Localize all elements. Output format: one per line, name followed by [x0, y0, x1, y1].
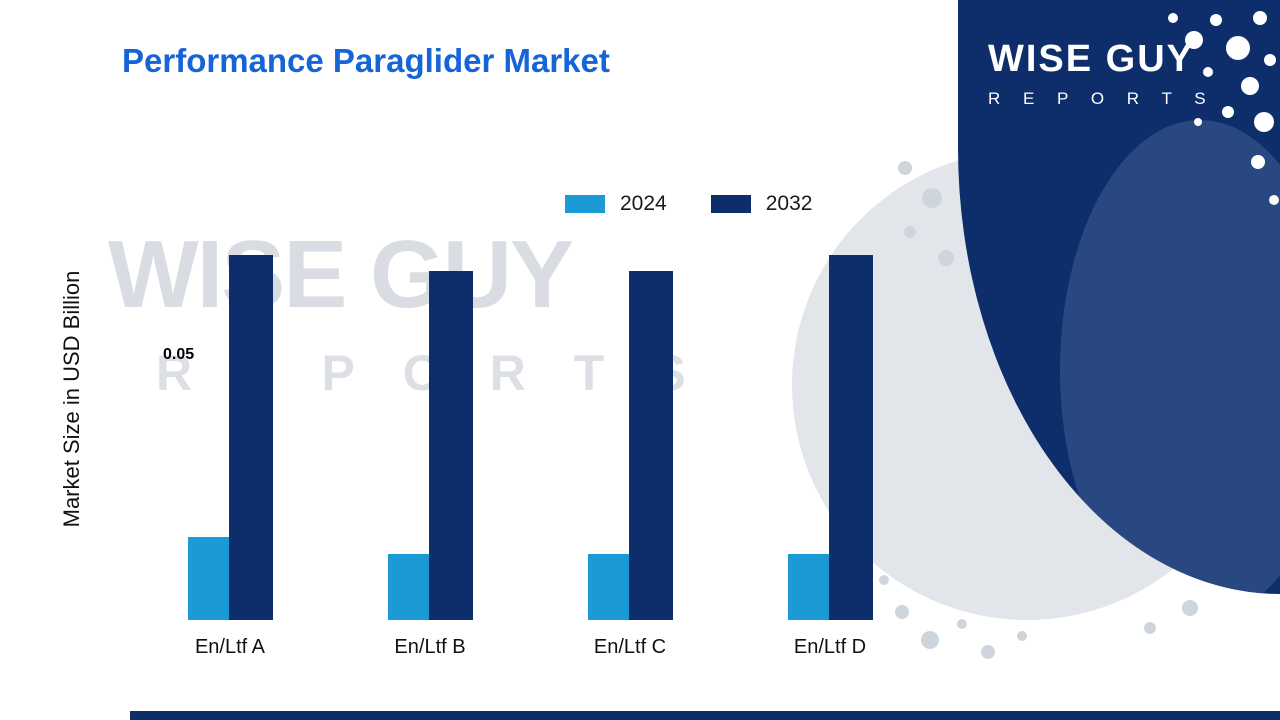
bar-group-en-ltf-d: En/Ltf D	[787, 255, 873, 658]
bar-2032-en-ltf-b	[428, 271, 473, 620]
legend-swatch-2032	[710, 195, 751, 213]
bar-group-en-ltf-a: En/Ltf A	[187, 255, 273, 658]
bar-chart: En/Ltf A En/Ltf B En/Ltf C En/Ltf D	[130, 240, 930, 658]
legend-label-2024: 2024	[620, 192, 667, 215]
page-title: Performance Paraglider Market	[122, 42, 610, 79]
value-label: 0.05	[163, 346, 195, 363]
category-label-en-ltf-a: En/Ltf A	[194, 636, 266, 658]
category-label-en-ltf-b: En/Ltf B	[394, 636, 466, 658]
category-label-en-ltf-d: En/Ltf D	[793, 636, 867, 658]
bar-group-en-ltf-c: En/Ltf C	[587, 271, 673, 658]
category-label-en-ltf-c: En/Ltf C	[593, 636, 667, 658]
bar-group-en-ltf-b: En/Ltf B	[387, 271, 473, 658]
head-silhouette	[1060, 120, 1280, 594]
watermark-wordmark: WISE GUY	[108, 221, 574, 328]
bottom-accent-bar	[130, 711, 1280, 720]
bar-2032-en-ltf-c	[628, 271, 673, 620]
brand-logo: WISE GUY R E P O R T S	[988, 38, 1215, 109]
brand-tagline: R E P O R T S	[988, 89, 1215, 108]
bar-2032-en-ltf-a	[228, 255, 273, 620]
y-axis-label: Market Size in USD Billion	[59, 270, 84, 528]
bar-2032-en-ltf-d	[828, 255, 873, 620]
chart-legend: 2024 2032	[565, 192, 812, 216]
legend-label-2032: 2032	[765, 192, 813, 215]
bar-2024-en-ltf-a	[187, 537, 229, 620]
legend-swatch-2024	[565, 195, 605, 213]
dots-pattern-icon	[1168, 11, 1279, 205]
bar-2024-en-ltf-b	[387, 554, 429, 620]
bar-2024-en-ltf-c	[587, 554, 629, 620]
brand-panel: WISE GUY R E P O R T S	[958, 0, 1280, 594]
brand-name: WISE GUY	[988, 38, 1195, 80]
bar-2024-en-ltf-d	[787, 554, 829, 620]
